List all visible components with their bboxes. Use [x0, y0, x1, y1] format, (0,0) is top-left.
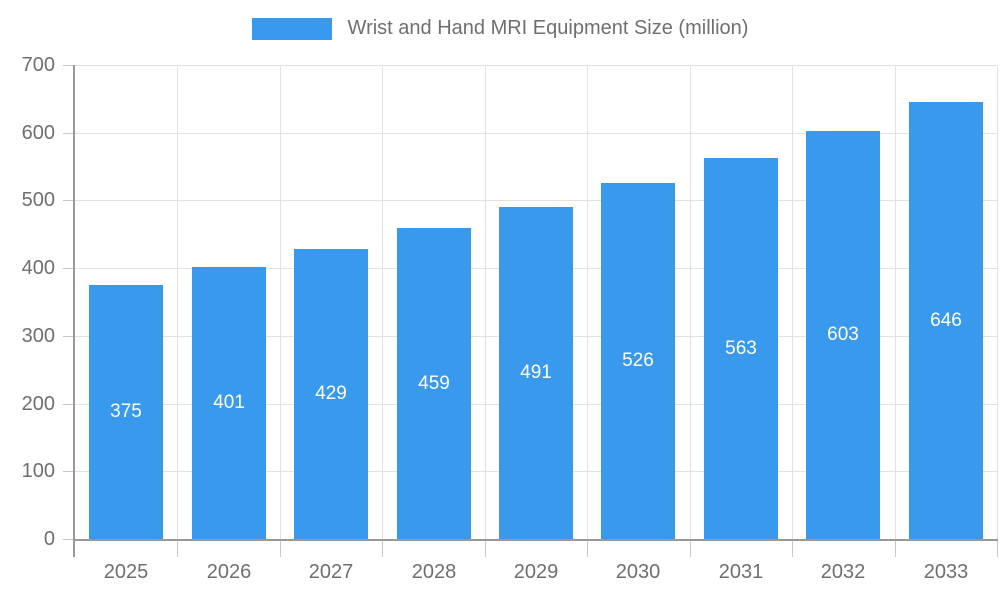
- x-gridline: [177, 65, 178, 539]
- x-gridline: [485, 65, 486, 539]
- y-tick-label: 100: [21, 460, 55, 482]
- x-tick-label: 2032: [820, 561, 866, 583]
- x-gridline: [382, 65, 383, 539]
- legend-label: Wrist and Hand MRI Equipment Size (milli…: [347, 17, 749, 39]
- bar[interactable]: 526: [601, 183, 675, 539]
- bar[interactable]: 646: [909, 102, 983, 539]
- legend-swatch: [251, 17, 332, 40]
- y-tick-label: 700: [21, 54, 55, 76]
- bar[interactable]: 375: [89, 285, 163, 539]
- x-tick: [280, 541, 281, 557]
- x-tick-label: 2025: [103, 561, 149, 583]
- x-gridline: [587, 65, 588, 539]
- x-tick: [382, 541, 383, 557]
- x-tick-label: 2027: [308, 561, 354, 583]
- bar[interactable]: 563: [704, 158, 778, 539]
- x-tick-label: 2028: [411, 561, 457, 583]
- x-gridline: [690, 65, 691, 539]
- x-tick-label: 2026: [206, 561, 252, 583]
- bar-value-label: 526: [622, 350, 654, 371]
- bar-value-label: 563: [725, 337, 757, 359]
- x-gridline: [280, 65, 281, 539]
- y-tick-label: 200: [21, 393, 55, 415]
- x-axis-line: [73, 539, 998, 541]
- y-tick: [63, 133, 75, 134]
- bar-value-label: 491: [520, 362, 552, 383]
- x-gridline: [997, 65, 998, 539]
- y-tick-label: 600: [21, 122, 55, 144]
- y-tick: [63, 268, 75, 269]
- bar-value-label: 459: [418, 372, 450, 394]
- x-tick-label: 2031: [718, 561, 764, 583]
- x-tick: [792, 541, 793, 557]
- y-gridline: [75, 65, 997, 66]
- x-tick: [587, 541, 588, 557]
- y-tick: [63, 200, 75, 201]
- bar[interactable]: 429: [294, 249, 368, 539]
- bar[interactable]: 459: [397, 228, 471, 539]
- x-tick: [177, 541, 178, 557]
- x-gridline: [895, 65, 896, 539]
- bar-value-label: 375: [110, 401, 142, 422]
- y-tick-label: 400: [21, 257, 55, 279]
- x-tick-label: 2030: [615, 561, 661, 583]
- bar-value-label: 603: [827, 324, 859, 345]
- bar[interactable]: 603: [806, 131, 880, 539]
- x-tick-label: 2033: [923, 561, 969, 583]
- y-tick-label: 300: [21, 325, 55, 347]
- y-tick-label: 0: [43, 528, 55, 550]
- y-tick: [63, 539, 75, 540]
- x-tick: [997, 541, 998, 557]
- x-tick: [485, 541, 486, 557]
- x-tick: [895, 541, 896, 557]
- y-tick-label: 500: [21, 189, 55, 211]
- bar-value-label: 401: [213, 392, 245, 413]
- bar-value-label: 646: [930, 309, 962, 331]
- y-gridline: [75, 133, 997, 134]
- y-tick: [63, 336, 75, 337]
- x-tick-label: 2029: [513, 561, 559, 583]
- bar-value-label: 429: [315, 383, 347, 404]
- chart-legend[interactable]: Wrist and Hand MRI Equipment Size (milli…: [0, 17, 1000, 40]
- y-tick: [63, 471, 75, 472]
- y-tick: [63, 65, 75, 66]
- bar[interactable]: 491: [499, 207, 573, 539]
- y-tick: [63, 404, 75, 405]
- bar[interactable]: 401: [192, 267, 266, 539]
- y-gridline: [75, 200, 997, 201]
- x-gridline: [792, 65, 793, 539]
- y-axis-line: [73, 65, 75, 557]
- x-tick: [690, 541, 691, 557]
